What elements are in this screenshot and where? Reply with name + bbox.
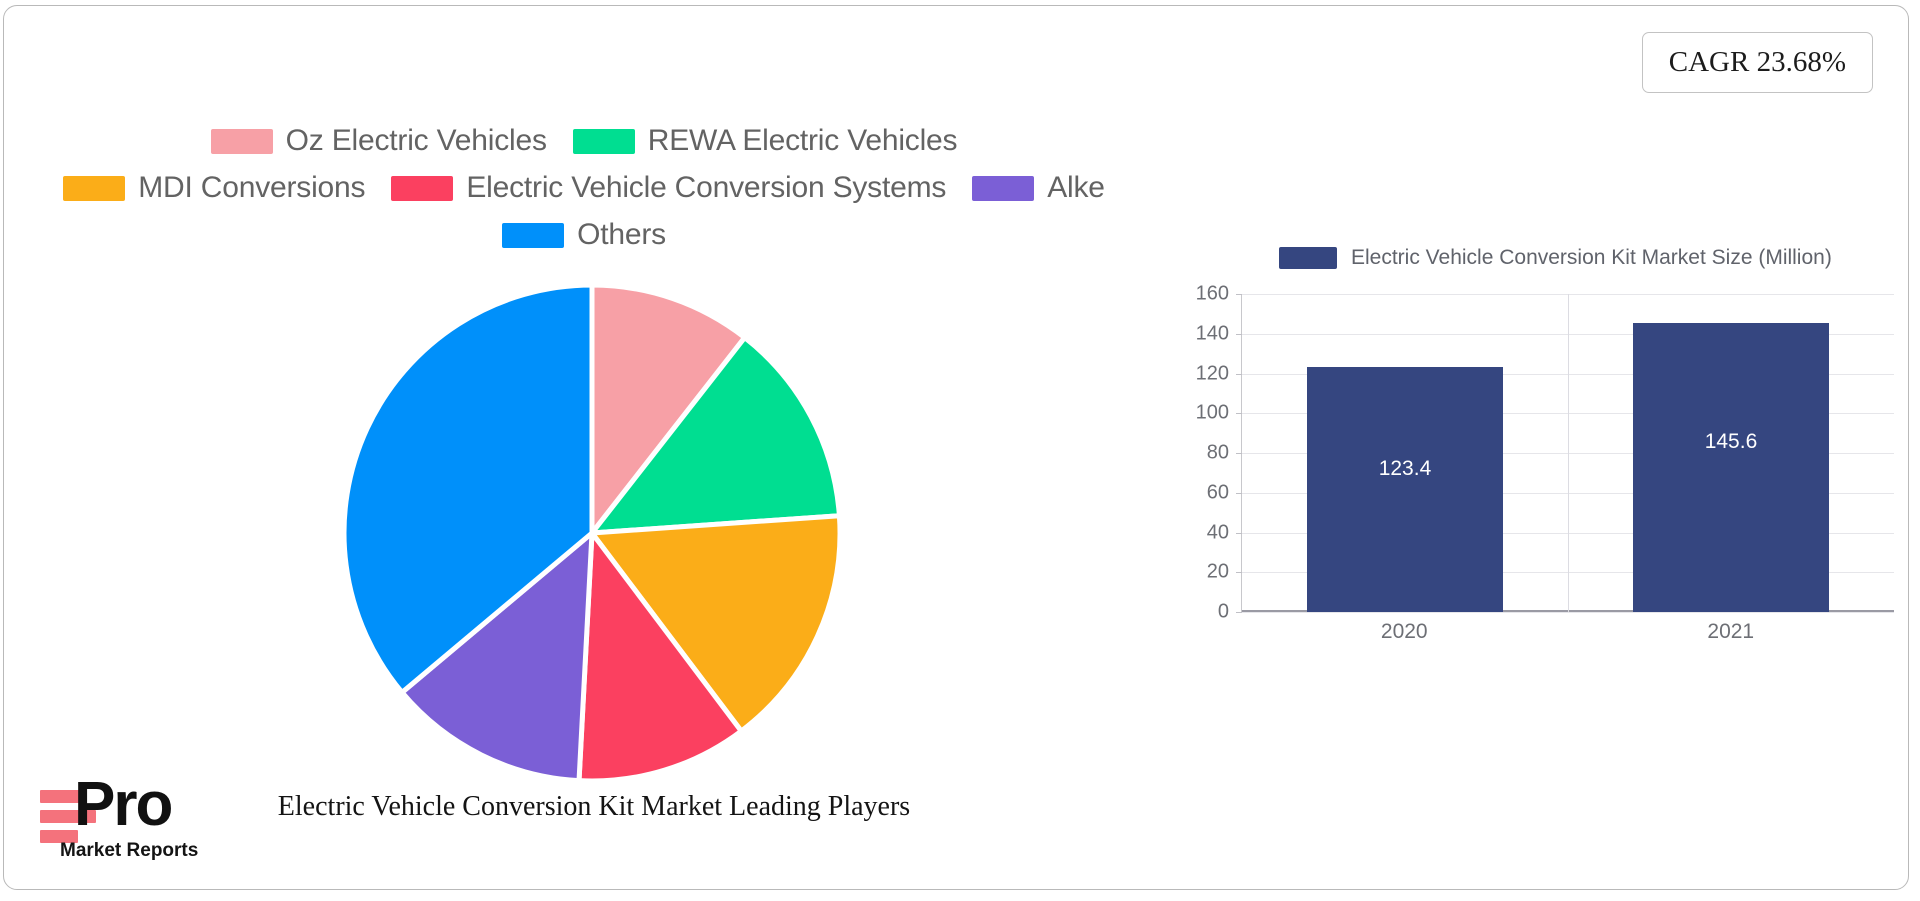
logo-bars-icon — [40, 790, 96, 850]
y-axis-tick-label: 160 — [1195, 282, 1229, 305]
logo-tagline: Market Reports — [60, 840, 199, 861]
gridline — [1242, 612, 1894, 613]
legend-swatch — [972, 175, 1035, 201]
legend-label: Alke — [1047, 171, 1105, 204]
pie-slice-0[interactable] — [589, 282, 748, 536]
chart-card: CAGR 23.68% Oz Electric Vehicles REWA Ele… — [3, 5, 1909, 890]
legend-label: Electric Vehicle Conversion Systems — [466, 171, 947, 204]
bar-legend-label: Electric Vehicle Conversion Kit Market S… — [1351, 246, 1832, 269]
y-axis-tickmark — [1236, 333, 1242, 335]
legend-row: Others — [4, 218, 1164, 252]
legend-label: Others — [577, 218, 666, 251]
bar-legend: Electric Vehicle Conversion Kit Market S… — [1279, 246, 1832, 270]
y-axis-tickmark — [1236, 492, 1242, 494]
pie-slice-3[interactable] — [576, 530, 744, 784]
y-axis-tick-label: 0 — [1217, 600, 1229, 623]
legend-item-1[interactable]: REWA Electric Vehicles — [572, 124, 958, 158]
legend-item-2[interactable]: MDI Conversions — [63, 171, 366, 205]
pie-legend: Oz Electric Vehicles REWA Electric Vehicl… — [4, 124, 1164, 265]
pie-chart-title: Electric Vehicle Conversion Kit Market L… — [277, 791, 911, 822]
legend-swatch — [572, 128, 635, 154]
y-axis-tick-label: 60 — [1206, 481, 1229, 504]
y-axis: 0 20 40 60 80 100 120 140 160 — [1189, 283, 1235, 623]
legend-label: REWA Electric Vehicles — [647, 124, 958, 157]
legend-swatch — [502, 222, 565, 248]
pie-svg — [341, 282, 843, 784]
bar-2021[interactable]: 145.6 — [1633, 322, 1829, 612]
y-axis-tick-label: 40 — [1206, 521, 1229, 543]
legend-item-5[interactable]: Others — [502, 218, 666, 252]
y-axis-tickmark — [1236, 572, 1242, 574]
legend-item-4[interactable]: Alke — [972, 171, 1105, 205]
bar-value-label: 145.6 — [1704, 429, 1758, 453]
plot-area: 123.4 145.6 — [1236, 294, 1894, 613]
y-axis-tickmark — [1236, 294, 1242, 295]
y-axis-tick-label: 120 — [1195, 362, 1229, 384]
y-axis-tickmark — [1236, 413, 1242, 415]
legend-row: Oz Electric Vehicles REWA Electric Vehicl… — [4, 124, 1164, 158]
logo-wordmark: Pro — [74, 770, 173, 839]
bar-value-label: 123.4 — [1378, 457, 1432, 481]
y-axis-tickmark — [1236, 532, 1242, 534]
y-axis-tick-label: 140 — [1195, 322, 1229, 345]
bar-2020[interactable]: 123.4 — [1307, 366, 1503, 612]
pie-slice-5[interactable] — [341, 282, 595, 695]
y-axis-tick-label: 100 — [1195, 401, 1229, 424]
pro-market-reports-logo: Pro Market Reports — [32, 772, 207, 867]
category-separator — [1568, 294, 1569, 612]
pie-slice-1[interactable] — [589, 335, 842, 536]
pie-chart — [341, 282, 843, 784]
bar-legend-swatch — [1279, 247, 1337, 269]
legend-item-0[interactable]: Oz Electric Vehicles — [210, 124, 547, 158]
legend-item-3[interactable]: Electric Vehicle Conversion Systems — [391, 171, 946, 205]
y-axis-tick-label: 80 — [1206, 441, 1229, 464]
x-axis-labels: 2020 2021 — [1241, 620, 1894, 660]
cagr-badge: CAGR 23.68% — [1641, 32, 1873, 93]
legend-label: Oz Electric Vehicles — [285, 124, 547, 157]
pie-slice-4[interactable] — [399, 530, 595, 784]
y-axis-tickmark — [1236, 612, 1242, 613]
bar-chart: Electric Vehicle Conversion Kit Market S… — [1154, 246, 1894, 676]
pie-slice-2[interactable] — [589, 513, 843, 734]
legend-swatch — [391, 175, 454, 201]
y-axis-tick-label: 20 — [1206, 560, 1229, 583]
legend-label: MDI Conversions — [138, 171, 366, 204]
x-axis-label: 2021 — [1707, 620, 1755, 643]
legend-swatch — [210, 128, 273, 154]
bar-plot: 0 20 40 60 80 100 120 140 160 123.4 145.6 2020 202… — [1189, 283, 1894, 643]
y-axis-tickmark — [1236, 453, 1242, 454]
legend-row: MDI Conversions Electric Vehicle Conversi… — [4, 171, 1164, 205]
x-axis-label: 2020 — [1380, 620, 1428, 643]
y-axis-tickmark — [1236, 373, 1242, 375]
legend-swatch — [63, 175, 126, 201]
